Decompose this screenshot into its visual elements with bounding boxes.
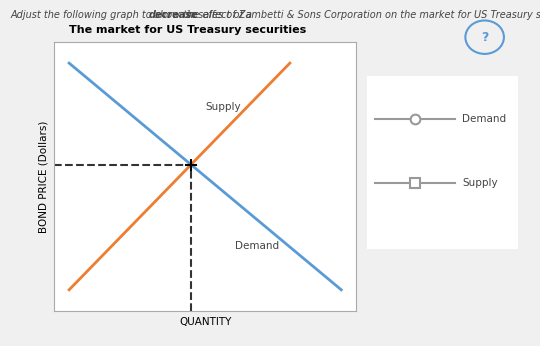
Text: Demand: Demand — [235, 241, 280, 251]
Text: Supply: Supply — [205, 102, 241, 112]
Text: Demand: Demand — [462, 115, 507, 124]
Text: ?: ? — [481, 31, 488, 44]
Text: The market for US Treasury securities: The market for US Treasury securities — [69, 25, 306, 35]
Y-axis label: BOND PRICE (Dollars): BOND PRICE (Dollars) — [38, 120, 49, 233]
Text: Supply: Supply — [462, 179, 498, 188]
Text: Adjust the following graph to show the effect of a: Adjust the following graph to show the e… — [11, 10, 256, 20]
X-axis label: QUANTITY: QUANTITY — [179, 317, 231, 327]
Text: in sales of Zambetti & Sons Corporation on the market for US Treasury securities: in sales of Zambetti & Sons Corporation … — [183, 10, 540, 20]
Text: decrease: decrease — [148, 10, 198, 20]
